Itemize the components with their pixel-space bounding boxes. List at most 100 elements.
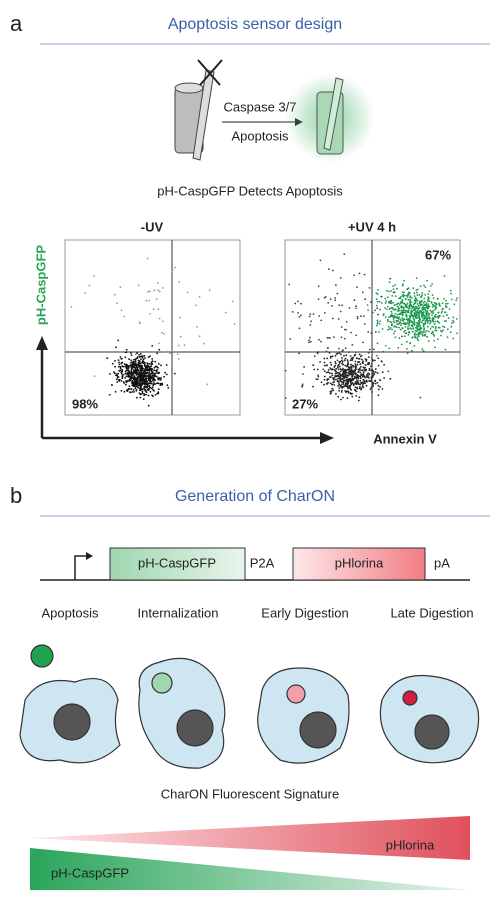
event-dot [144, 362, 146, 364]
event-dot [123, 382, 125, 384]
event-dot [405, 309, 408, 312]
event-dot [147, 388, 150, 390]
event-dot [388, 281, 391, 284]
event-dot [206, 383, 209, 386]
event-dot [325, 350, 328, 353]
event-dot [145, 391, 148, 393]
event-dot [375, 304, 378, 307]
event-dot [388, 307, 391, 310]
event-dot [431, 303, 434, 306]
event-dot [411, 336, 414, 338]
event-dot [346, 390, 348, 393]
event-dot [144, 367, 147, 369]
event-dot [158, 342, 160, 345]
event-dot [160, 364, 162, 367]
event-dot [394, 312, 397, 315]
event-dot [164, 371, 167, 374]
event-dot [416, 299, 419, 302]
event-dot [139, 386, 142, 388]
event-dot [368, 287, 371, 289]
event-dot [409, 292, 411, 294]
event-dot [140, 355, 143, 358]
event-dot [133, 391, 135, 393]
event-dot [154, 372, 157, 375]
event-dot [120, 380, 123, 382]
event-dot [377, 394, 380, 397]
event-dot [153, 390, 155, 392]
event-dot [146, 368, 149, 371]
event-dot [143, 372, 146, 375]
event-dot [422, 317, 425, 319]
event-dot [137, 363, 140, 366]
event-dot [387, 325, 390, 328]
event-dot [382, 313, 385, 315]
event-dot [362, 362, 364, 365]
event-dot [129, 391, 131, 394]
event-dot [341, 357, 343, 359]
event-dot [411, 330, 414, 333]
event-dot [147, 375, 150, 378]
event-dot [400, 324, 402, 327]
event-dot [155, 298, 158, 300]
event-dot [324, 296, 327, 298]
event-dot [409, 342, 412, 344]
event-dot [350, 357, 353, 360]
event-dot [151, 386, 154, 388]
event-dot [415, 298, 418, 301]
event-dot [409, 295, 412, 297]
event-dot [444, 320, 446, 322]
event-dot [399, 302, 402, 305]
event-dot [134, 387, 137, 390]
event-dot [117, 359, 120, 361]
event-dot [410, 301, 413, 304]
event-dot [393, 332, 395, 335]
event-dot [320, 319, 323, 322]
event-dot [355, 351, 357, 354]
event-dot [159, 382, 162, 385]
event-dot [145, 393, 148, 396]
event-dot [124, 351, 127, 354]
event-dot [119, 366, 122, 368]
event-dot [343, 359, 346, 362]
event-dot [116, 302, 118, 305]
event-dot [158, 371, 160, 374]
event-dot [417, 339, 420, 342]
event-dot [390, 307, 393, 309]
event-dot [367, 309, 369, 311]
event-dot [134, 358, 137, 361]
panel-label: a [10, 11, 23, 36]
event-dot [416, 291, 418, 294]
event-dot [121, 370, 124, 373]
event-dot [137, 284, 140, 287]
event-dot [152, 308, 155, 311]
event-dot [409, 315, 412, 318]
event-dot [141, 377, 143, 379]
event-dot [151, 368, 153, 371]
event-dot [416, 303, 419, 305]
event-dot [452, 337, 455, 340]
event-dot [434, 306, 437, 309]
event-dot [145, 377, 148, 380]
event-dot [153, 383, 156, 385]
event-dot [416, 337, 419, 340]
event-dot [339, 375, 341, 378]
event-dot [356, 286, 358, 289]
event-dot [129, 362, 132, 365]
event-dot [323, 364, 326, 367]
event-dot [171, 350, 174, 353]
event-dot [452, 319, 454, 322]
event-dot [392, 288, 395, 290]
event-dot [338, 380, 341, 383]
event-dot [425, 304, 428, 307]
event-dot [130, 352, 132, 354]
event-dot [423, 284, 425, 287]
event-dot [144, 357, 146, 359]
event-dot [376, 372, 379, 374]
event-dot [450, 325, 453, 328]
event-dot [119, 367, 122, 370]
event-dot [423, 330, 425, 332]
event-dot [176, 353, 179, 355]
event-dot [148, 374, 151, 377]
event-dot [347, 360, 349, 363]
event-dot [144, 375, 147, 377]
